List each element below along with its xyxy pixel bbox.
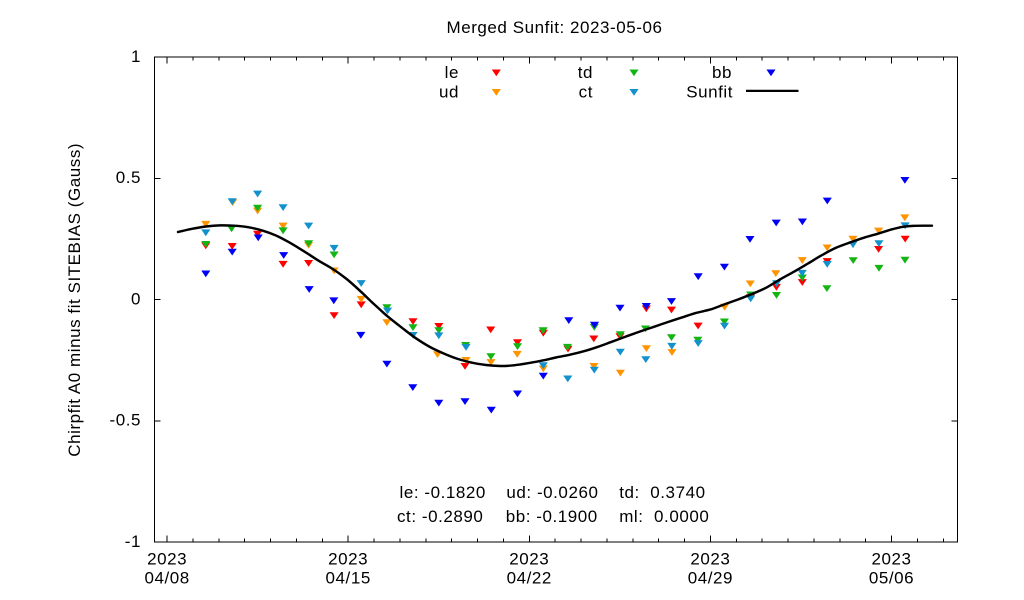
svg-text:1: 1: [131, 47, 141, 66]
svg-text:-0.5: -0.5: [110, 411, 142, 430]
svg-text:2023: 2023: [509, 550, 549, 569]
svg-text:le: le: [445, 63, 459, 82]
svg-text:2023: 2023: [871, 550, 911, 569]
svg-text:Chirpfit A0 minus fit SITEBIAS: Chirpfit A0 minus fit SITEBIAS (Gauss): [65, 143, 84, 457]
svg-text:bb: bb: [712, 63, 732, 82]
svg-text:0: 0: [131, 289, 141, 308]
svg-text:-1: -1: [125, 532, 141, 551]
svg-text:td: td: [578, 63, 593, 82]
svg-text:td: 0.3740: td: 0.3740: [619, 483, 705, 502]
svg-text:04/08: 04/08: [144, 569, 189, 588]
svg-text:04/15: 04/15: [326, 569, 371, 588]
svg-text:Merged Sunfit: 2023-05-06: Merged Sunfit: 2023-05-06: [447, 18, 663, 37]
svg-text:Sunfit: Sunfit: [686, 83, 733, 102]
svg-text:04/29: 04/29: [688, 569, 733, 588]
svg-text:ct: -0.2890: ct: -0.2890: [397, 507, 483, 526]
svg-text:ud: -0.0260: ud: -0.0260: [506, 483, 598, 502]
svg-text:bb: -0.1900: bb: -0.1900: [506, 507, 598, 526]
svg-text:ct: ct: [579, 83, 593, 102]
svg-text:ml: 0.0000: ml: 0.0000: [619, 507, 709, 526]
svg-text:04/22: 04/22: [507, 569, 552, 588]
svg-text:2023: 2023: [690, 550, 730, 569]
svg-text:ud: ud: [439, 83, 459, 102]
svg-text:2023: 2023: [147, 550, 187, 569]
svg-text:le: -0.1820: le: -0.1820: [400, 483, 486, 502]
svg-text:0.5: 0.5: [116, 168, 141, 187]
svg-text:2023: 2023: [328, 550, 368, 569]
svg-text:05/06: 05/06: [869, 569, 914, 588]
